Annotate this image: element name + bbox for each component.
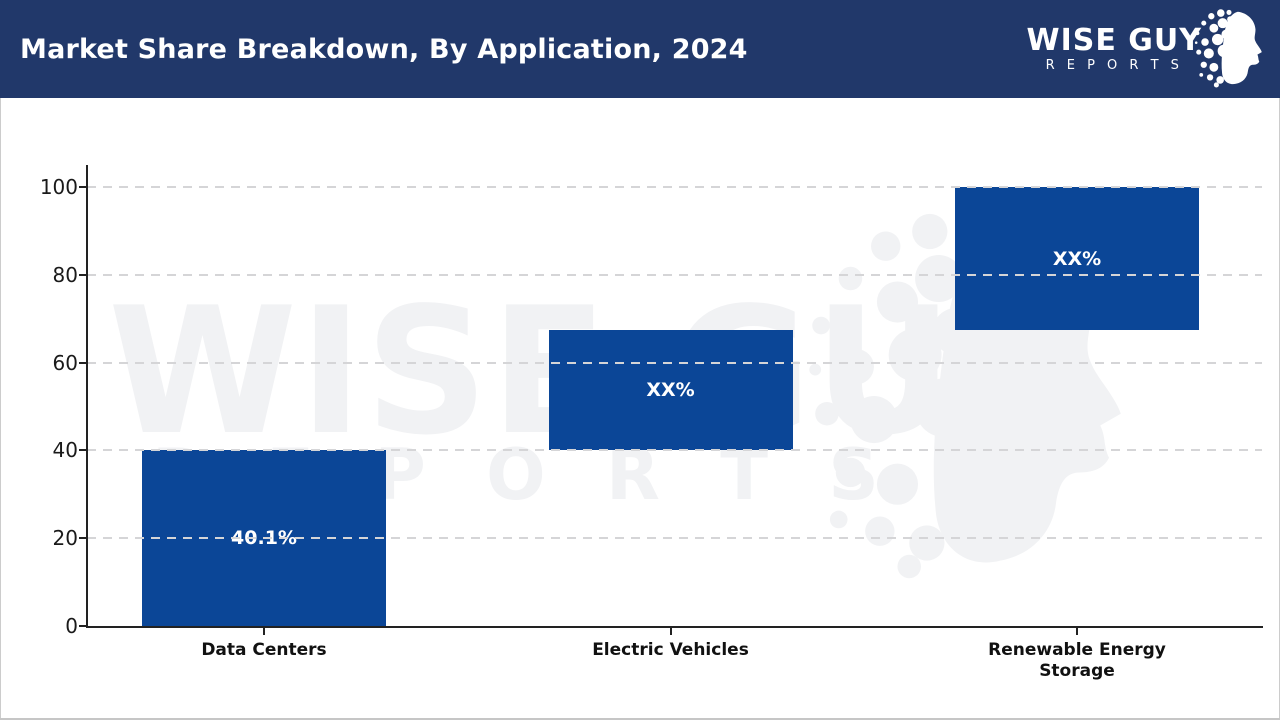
chart-title: Market Share Breakdown, By Application, … bbox=[20, 33, 748, 65]
gridline-20 bbox=[87, 537, 1262, 540]
frame-bottom-border bbox=[0, 718, 1280, 720]
x-tick-mark bbox=[263, 628, 265, 635]
y-tick-label: 80 bbox=[52, 262, 78, 287]
category-label: Renewable Energy Storage bbox=[988, 640, 1166, 682]
y-tick-label: 0 bbox=[65, 614, 78, 638]
gridline-80 bbox=[87, 273, 1262, 276]
y-tick-mark bbox=[79, 273, 87, 276]
y-tick-mark bbox=[79, 186, 87, 188]
bar-2: XX% bbox=[548, 330, 793, 450]
y-tick-mark bbox=[79, 537, 87, 540]
header-bar: Market Share Breakdown, By Application, … bbox=[0, 0, 1280, 98]
y-tick-mark bbox=[79, 625, 87, 627]
frame-left-border bbox=[0, 98, 1, 720]
y-tick-label: 60 bbox=[52, 350, 78, 375]
y-axis bbox=[86, 165, 88, 628]
x-tick-mark bbox=[1076, 628, 1078, 635]
x-tick-mark bbox=[669, 628, 672, 635]
bar-value-label: XX% bbox=[1052, 247, 1102, 270]
y-tick-label: 20 bbox=[52, 526, 78, 551]
logo-subtext: R E P O R T S bbox=[1045, 57, 1183, 73]
logo-wordmark: WISE GUY bbox=[1026, 23, 1202, 59]
y-tick-mark bbox=[79, 361, 87, 364]
x-axis bbox=[86, 626, 1263, 628]
bar-3: XX% bbox=[955, 187, 1199, 331]
logo-text: WISE GUY R E P O R T S bbox=[1026, 25, 1202, 73]
y-tick-mark bbox=[79, 449, 87, 452]
bar-value-label: XX% bbox=[646, 379, 695, 402]
wiseguy-logo: WISE GUY R E P O R T S bbox=[1026, 8, 1272, 90]
wiseguy-head-icon bbox=[1194, 9, 1262, 88]
gridline-60 bbox=[87, 361, 1262, 364]
category-label: Data Centers bbox=[201, 640, 327, 660]
gridline-100 bbox=[87, 186, 1262, 188]
category-label: Electric Vehicles bbox=[592, 640, 749, 660]
gridline-40 bbox=[87, 449, 1262, 452]
y-tick-label: 40 bbox=[52, 438, 78, 463]
y-tick-label: 100 bbox=[39, 175, 78, 199]
